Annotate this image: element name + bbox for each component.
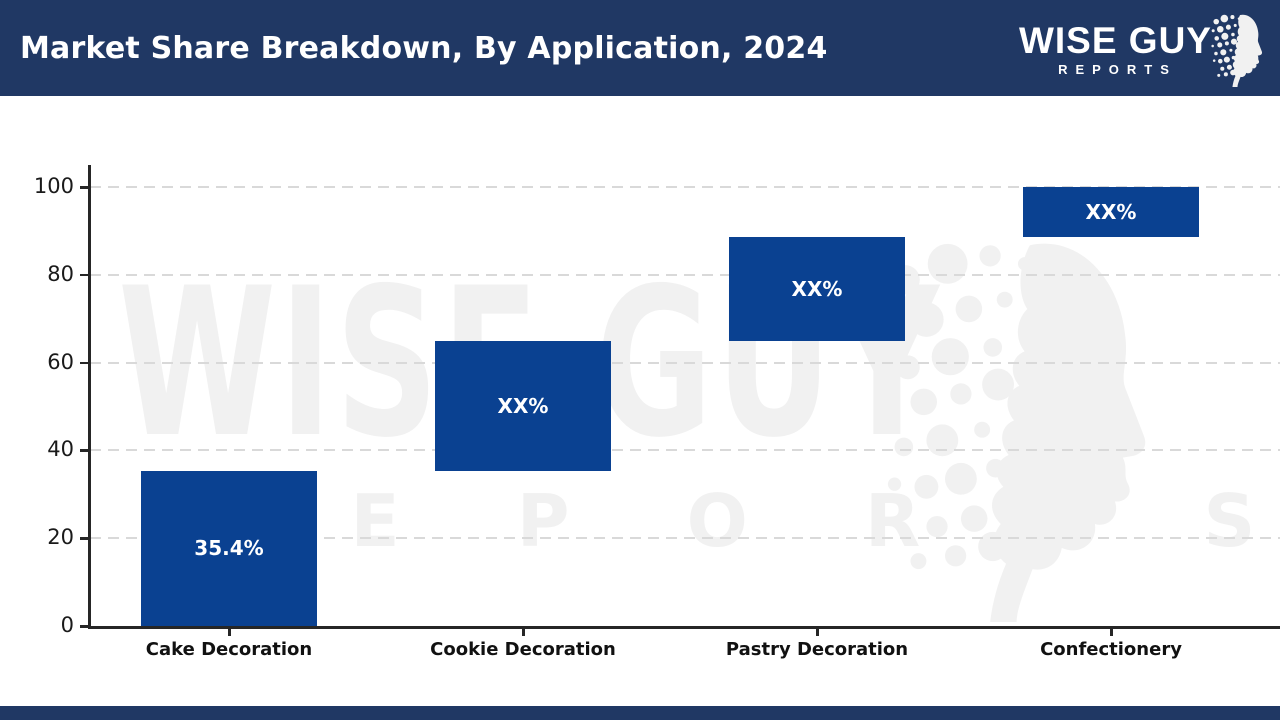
y-tick-label: 100 [33, 174, 74, 198]
y-tick-mark [80, 537, 88, 540]
y-tick-label: 40 [47, 437, 74, 462]
y-gridline [90, 449, 1280, 452]
logo-subtext: REPORTS [1058, 62, 1177, 77]
x-tick-mark [816, 628, 819, 636]
y-gridline [90, 273, 1280, 276]
footer-bar [0, 706, 1280, 720]
y-tick-label: 80 [47, 261, 74, 286]
y-tick-label: 60 [47, 349, 74, 374]
bar: 35.4% [141, 470, 317, 626]
watermark-head-icon [879, 243, 1146, 623]
y-tick-label: 0 [60, 613, 74, 637]
bar: XX% [1023, 187, 1199, 238]
x-category-label: Confectionery [1040, 639, 1182, 660]
x-category-label: Cookie Decoration [430, 639, 616, 660]
x-tick-mark [1110, 628, 1113, 636]
bar: XX% [729, 237, 905, 341]
wiseguy-logo: WISE GUY REPORTS [1019, 6, 1266, 92]
x-category-label: Pastry Decoration [725, 639, 909, 660]
y-gridline [90, 361, 1280, 364]
y-tick-mark [80, 449, 88, 452]
y-tick-mark [80, 186, 88, 189]
y-gridline [90, 537, 1280, 540]
bar-value-label: XX% [1085, 200, 1137, 225]
bar-value-label: XX% [497, 393, 549, 418]
y-tick-mark [80, 361, 88, 365]
y-tick-label: 20 [47, 525, 74, 550]
y-tick-mark [80, 625, 88, 628]
y-axis-line [88, 165, 91, 628]
bar-value-label: 35.4% [194, 536, 264, 561]
bar-value-label: XX% [791, 277, 843, 302]
y-tick-mark [80, 273, 88, 277]
x-axis-line [88, 626, 1280, 629]
x-category-label: Cake Decoration [145, 639, 313, 660]
header: Market Share Breakdown, By Application, … [0, 0, 1280, 96]
y-gridline [90, 186, 1280, 188]
logo-text: WISE GUY REPORTS [1019, 22, 1212, 76]
bar: XX% [435, 340, 611, 471]
logo-wordmark: WISE GUY [1018, 20, 1212, 61]
x-tick-mark [522, 628, 525, 636]
x-tick-mark [228, 628, 231, 636]
page-title: Market Share Breakdown, By Application, … [20, 30, 828, 66]
logo-head-icon [1211, 14, 1263, 87]
